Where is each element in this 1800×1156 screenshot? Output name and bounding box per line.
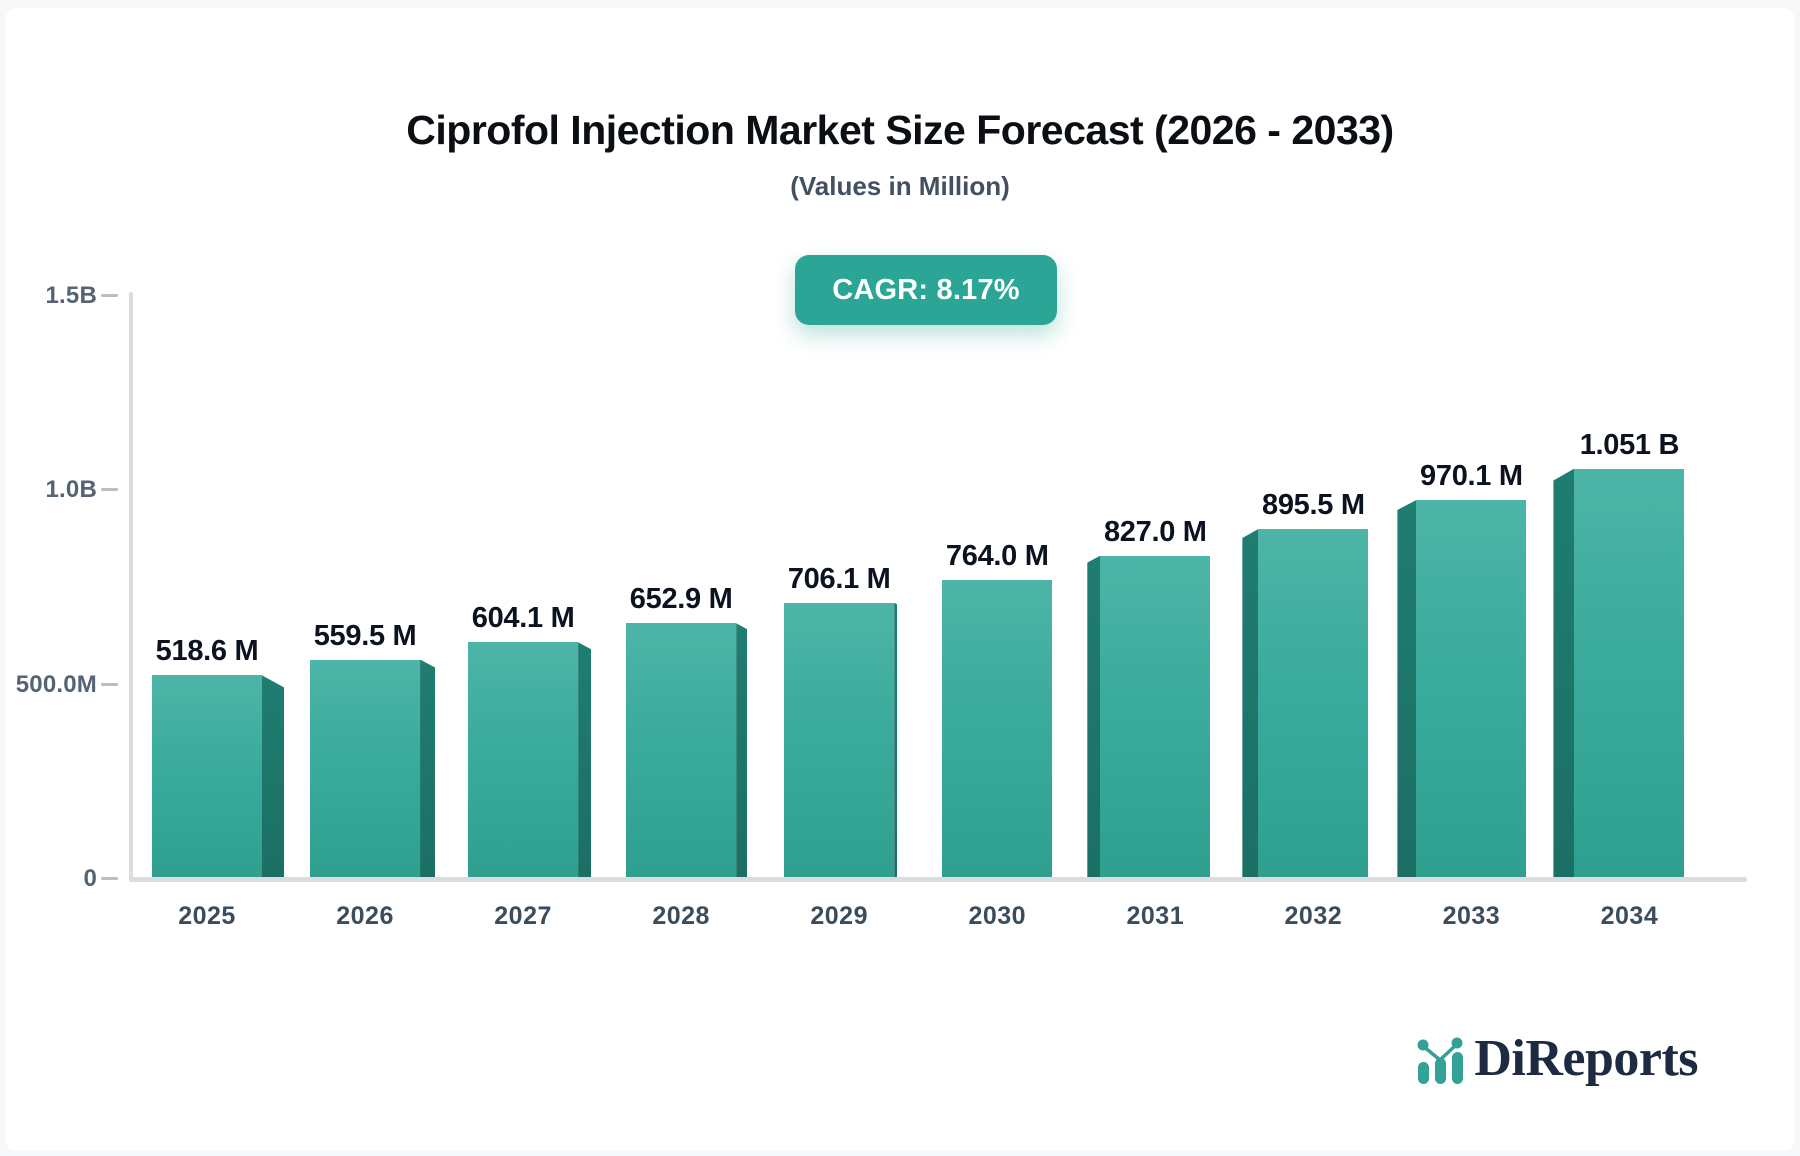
bar-2031-side-face xyxy=(1087,555,1101,877)
bar-2032-side-face xyxy=(1242,528,1259,877)
value-label-2034: 1.051 B xyxy=(1579,428,1680,461)
bar-2027-side-face xyxy=(578,642,592,877)
logo-text: DiReports xyxy=(1474,1030,1698,1087)
x-axis-label-2025: 2025 xyxy=(178,902,236,930)
bar-2033 xyxy=(1416,499,1527,877)
bar-2029 xyxy=(784,602,895,877)
bar-2031 xyxy=(1100,555,1211,877)
direports-logo: DiReports xyxy=(1416,1032,1698,1086)
bar-2029-side-face xyxy=(894,602,898,877)
x-axis-label-2026: 2026 xyxy=(336,902,394,930)
value-label-2027: 604.1 M xyxy=(471,602,575,635)
value-label-2033: 970.1 M xyxy=(1420,459,1523,492)
y-tick-label-0: 0 xyxy=(83,865,97,892)
chart-title: Ciprofol Injection Market Size Forecast … xyxy=(406,107,1394,153)
x-axis-label-2034: 2034 xyxy=(1600,902,1659,930)
x-axis-label-2029: 2029 xyxy=(810,902,868,930)
x-axis-baseline xyxy=(129,877,1747,882)
cagr-badge-label: CAGR: 8.17% xyxy=(832,273,1020,306)
bar-2028-side-face xyxy=(736,623,748,877)
bar-2025-side-face xyxy=(262,675,284,877)
bar-2025 xyxy=(152,675,262,877)
value-label-2032: 895.5 M xyxy=(1262,488,1365,521)
x-axis-label-2033: 2033 xyxy=(1442,902,1501,930)
cagr-badge: CAGR: 8.17% xyxy=(795,255,1057,325)
bar-2034-side-face xyxy=(1553,468,1575,877)
y-tick-mark xyxy=(101,682,118,686)
x-axis-label-2028: 2028 xyxy=(652,902,710,930)
mini-bar-chart-icon xyxy=(1417,1037,1464,1084)
value-label-2028: 652.9 M xyxy=(629,583,733,616)
x-axis-label-2031: 2031 xyxy=(1126,902,1185,930)
y-axis-line xyxy=(129,292,133,882)
value-label-2031: 827.0 M xyxy=(1103,515,1207,548)
y-tick-label-1.0B: 1.0B xyxy=(45,476,97,504)
bar-2027 xyxy=(468,642,579,877)
value-label-2030: 764.0 M xyxy=(945,540,1049,573)
bar-2028 xyxy=(626,623,737,877)
y-tick-mark xyxy=(101,294,118,297)
value-label-2025: 518.6 M xyxy=(155,635,259,668)
value-label-2026: 559.5 M xyxy=(313,619,417,652)
y-tick-label-500.0M: 500.0M xyxy=(15,670,97,698)
x-axis-label-2032: 2032 xyxy=(1284,902,1343,930)
y-tick-label-1.5B: 1.5B xyxy=(45,282,97,309)
bar-2026 xyxy=(310,659,421,877)
bar-2033-side-face xyxy=(1397,499,1417,877)
x-axis-label-2027: 2027 xyxy=(494,902,552,930)
value-label-2029: 706.1 M xyxy=(787,562,891,595)
x-axis-label-2030: 2030 xyxy=(968,902,1027,930)
y-tick-mark xyxy=(101,877,118,880)
bar-2032 xyxy=(1258,528,1369,877)
bar-2034 xyxy=(1574,468,1685,877)
bar-2026-side-face xyxy=(420,659,436,877)
chart-subtitle: (Values in Million) xyxy=(790,171,1010,201)
bar-2030 xyxy=(942,580,1053,877)
y-tick-mark xyxy=(101,488,118,492)
